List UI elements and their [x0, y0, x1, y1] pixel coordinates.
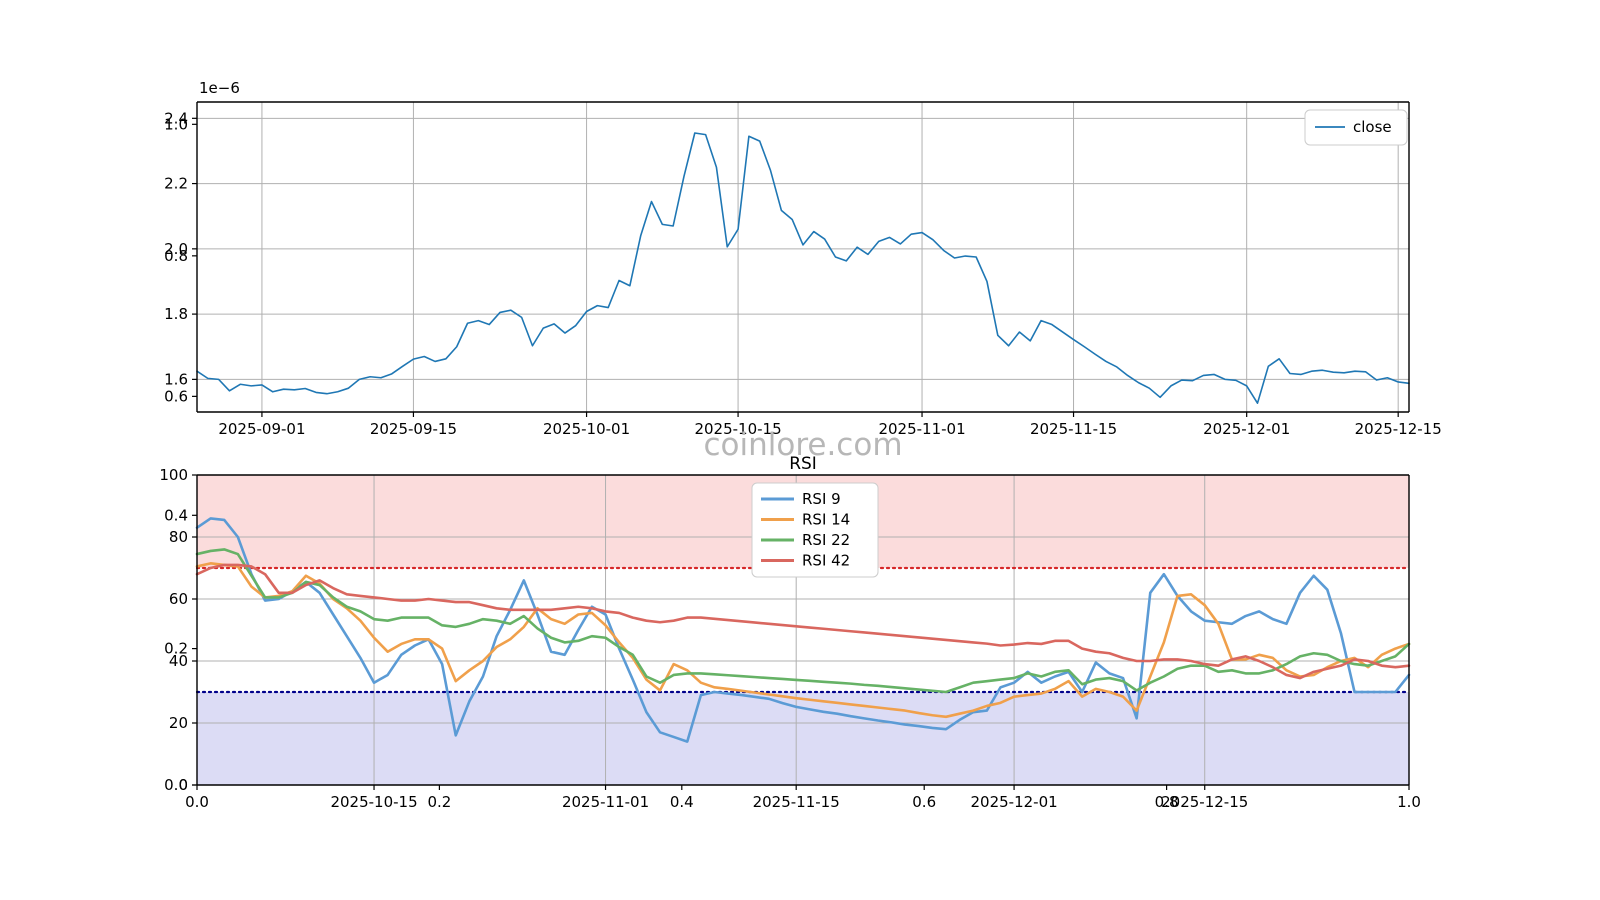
- price-y-axis-secondary-ticks: 1.0 0.8 0.6: [164, 115, 197, 405]
- price-x-tick-label: 2025-09-01: [218, 420, 305, 438]
- price-y-secondary-tick-label: 0.6: [164, 387, 188, 405]
- rsi-y-tick-label: 100: [159, 466, 188, 484]
- rsi-legend-box: [751, 482, 879, 578]
- rsi-x-axis-date-ticks: 2025-10-15 2025-11-01 2025-11-15 2025-12-01…: [330, 785, 1248, 811]
- price-series-group: [196, 132, 1410, 404]
- price-y-secondary-tick-label: 0.8: [164, 247, 188, 265]
- rsi-y-tick-label: 0: [178, 776, 188, 794]
- price-y-tick-label: 2.0: [164, 240, 188, 258]
- rsi-x-numeric-tick-label: 0.8: [1155, 793, 1179, 811]
- price-y-tick-label: 1.6: [164, 370, 188, 388]
- rsi-legend[interactable]: RSI 9 RSI 14 RSI 22 RSI 42: [751, 482, 879, 578]
- price-x-tick-label: 2025-12-15: [1355, 420, 1442, 438]
- price-legend-label-close: close: [1353, 118, 1392, 136]
- price-legend[interactable]: close: [1304, 109, 1408, 146]
- rsi-legend-label-RSI-22: RSI 22: [802, 531, 850, 549]
- price-x-tick-label: 2025-12-01: [1203, 420, 1290, 438]
- rsi-band-0-30: [197, 692, 1409, 785]
- rsi-y-axis-secondary-ticks: 0.4 0.2 0.0: [164, 506, 197, 794]
- price-legend-box: [1304, 109, 1408, 146]
- rsi-x-tick-label: 2025-10-15: [330, 793, 417, 811]
- rsi-x-numeric-tick-label: 0.6: [912, 793, 936, 811]
- price-x-tick-label: 2025-10-01: [543, 420, 630, 438]
- rsi-y-secondary-tick-label: 0.0: [164, 776, 188, 794]
- price-y-tick-label: 1.8: [164, 305, 188, 323]
- rsi-series-group: [195, 517, 1411, 743]
- price-x-tick-label: 2025-11-15: [1030, 420, 1117, 438]
- rsi-panel-title: RSI: [789, 454, 817, 474]
- rsi-legend-label-RSI-14: RSI 14: [802, 511, 850, 529]
- rsi-x-tick-label: 2025-11-01: [562, 793, 649, 811]
- rsi-x-tick-label: 2025-11-15: [753, 793, 840, 811]
- price-x-tick-label: 2025-10-15: [694, 420, 781, 438]
- price-y-tick-label: 2.4: [164, 109, 188, 127]
- rsi-chart-panel: 100 80 60 40 20 0 0.4 0.2 0.0 2025-10-15 2025-11…: [159, 454, 1421, 811]
- price-plot-background: [197, 102, 1409, 412]
- price-y-secondary-tick-label: 1.0: [164, 115, 188, 133]
- coinlore-watermark: coinlore.com: [703, 427, 902, 463]
- rsi-series-RSI-22: [195, 548, 1411, 694]
- price-x-tick-label: 2025-09-15: [370, 420, 457, 438]
- price-y-tick-label: 2.2: [164, 175, 188, 193]
- price-x-axis-ticks: 2025-09-01 2025-09-15 2025-10-01 2025-10-15…: [218, 412, 1442, 438]
- rsi-x-numeric-tick-label: 0.2: [427, 793, 451, 811]
- rsi-series-RSI-9: [195, 517, 1411, 743]
- rsi-x-numeric-tick-label: 1.0: [1397, 793, 1421, 811]
- price-series-close: [196, 132, 1410, 404]
- rsi-axis-spines: [196, 474, 1410, 786]
- price-y-axis-offset-label: 1e−6: [199, 79, 240, 97]
- rsi-legend-label-RSI-9: RSI 9: [802, 490, 841, 508]
- rsi-y-tick-label: 60: [169, 590, 188, 608]
- price-x-tick-label: 2025-11-01: [878, 420, 965, 438]
- rsi-y-secondary-tick-label: 0.4: [164, 506, 188, 524]
- rsi-y-tick-label: 80: [169, 528, 188, 546]
- rsi-x-axis-numeric-ticks: 0.0 0.2 0.4 0.6 0.8 1.0: [185, 785, 1421, 811]
- rsi-legend-label-RSI-42: RSI 42: [802, 552, 850, 570]
- rsi-y-axis-ticks: 100 80 60 40 20 0: [159, 466, 197, 794]
- price-y-axis-ticks: 2.4 2.2 2.0 1.8 1.6: [164, 109, 197, 388]
- price-chart-panel: 2.42.22.01.81.6 1.00.80.6 2025-09-01 2025…: [164, 79, 1442, 438]
- rsi-x-tick-label: 2025-12-01: [970, 793, 1057, 811]
- rsi-x-numeric-tick-label: 0.4: [670, 793, 694, 811]
- rsi-y-secondary-tick-label: 0.2: [164, 640, 188, 658]
- rsi-x-numeric-tick-label: 0.0: [185, 793, 209, 811]
- rsi-series-RSI-42: [195, 563, 1411, 680]
- rsi-series-RSI-14: [195, 562, 1411, 719]
- price-gridlines: [197, 102, 1409, 412]
- rsi-x-tick-label: 2025-12-15: [1161, 793, 1248, 811]
- rsi-y-tick-label: 40: [169, 652, 188, 670]
- rsi-y-tick-label: 20: [169, 714, 188, 732]
- price-axis-spines: [196, 101, 1410, 413]
